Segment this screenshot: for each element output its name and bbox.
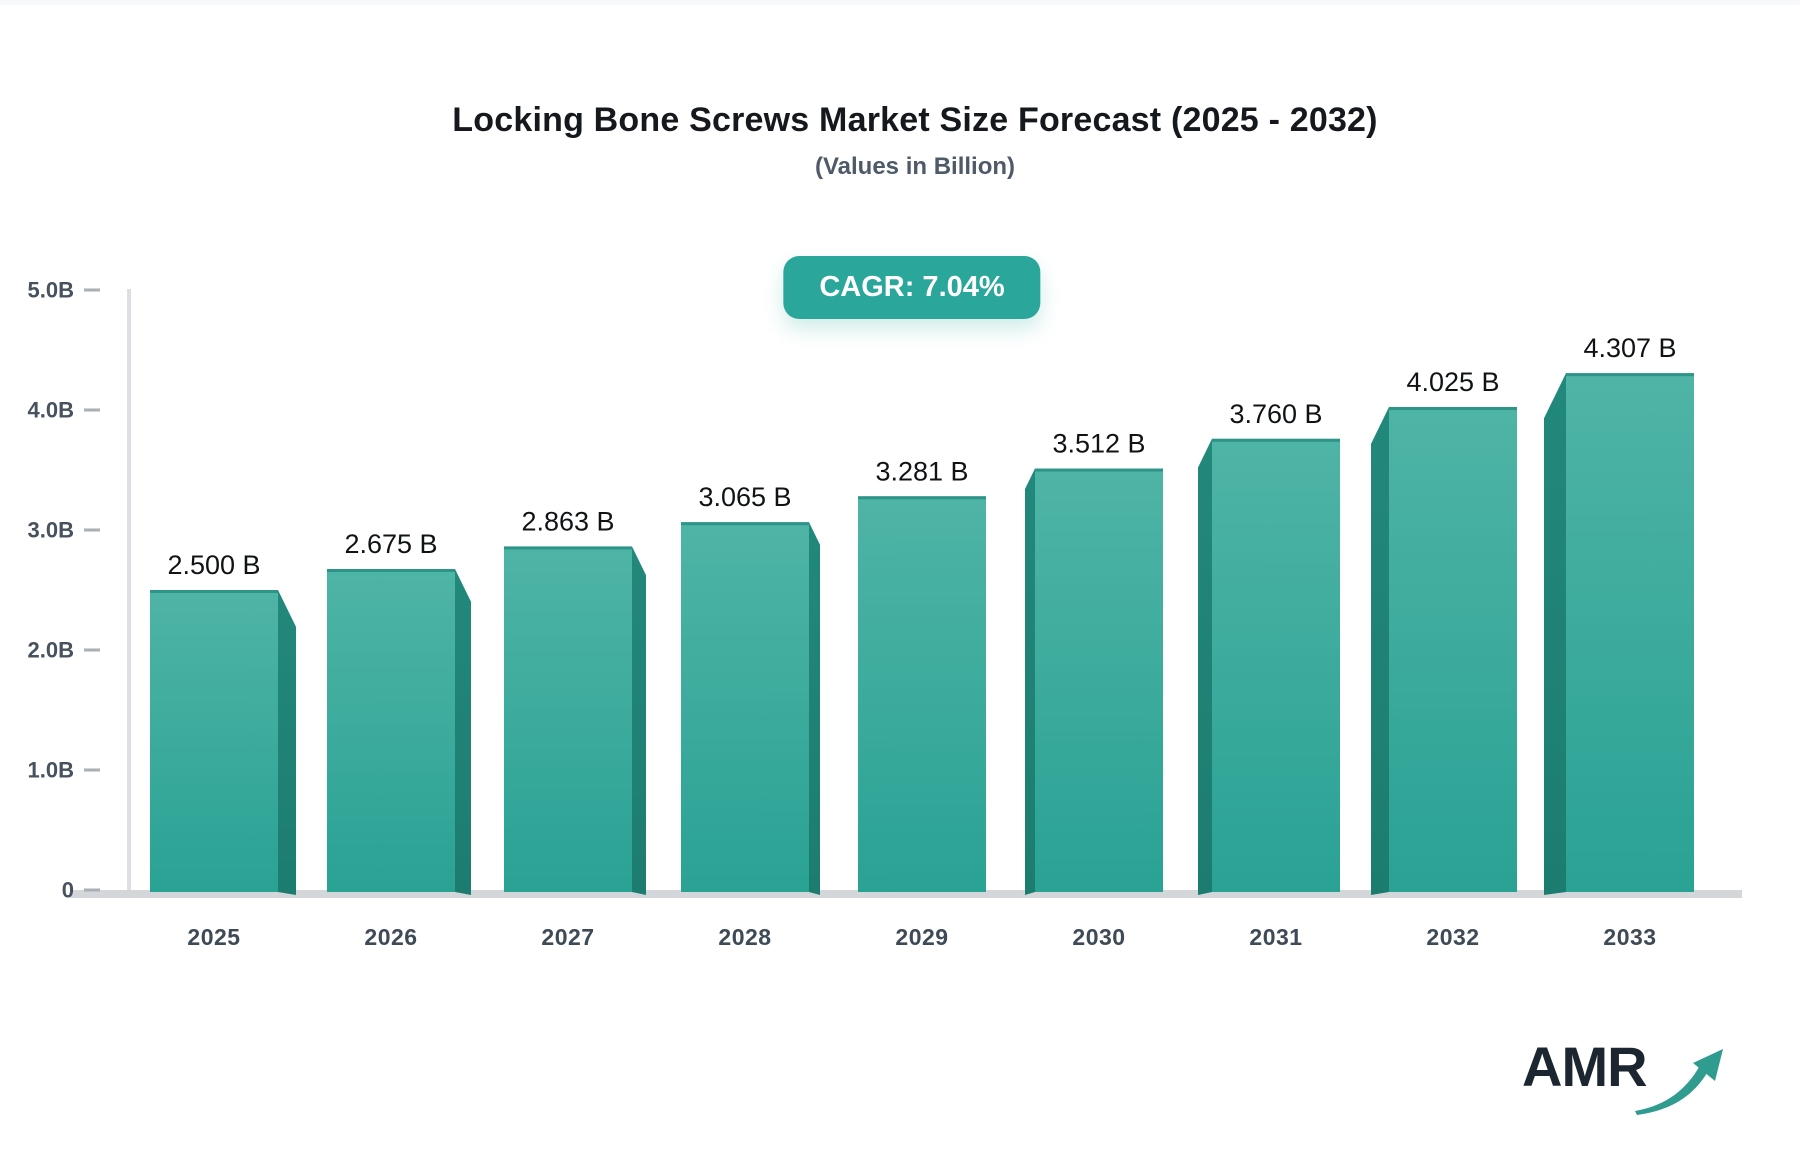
bar-2029-top-edge bbox=[858, 496, 986, 500]
bar-2033-face bbox=[1566, 373, 1694, 892]
bar-2031-value-label: 3.760 B bbox=[1229, 399, 1322, 429]
x-axis-baseline bbox=[70, 890, 1742, 898]
bar-2026-top-edge bbox=[327, 569, 455, 572]
y-tick-label-1.0B: 1.0B bbox=[28, 758, 74, 783]
bar-2033-side bbox=[1544, 373, 1566, 895]
y-tick-label-5.0B: 5.0B bbox=[28, 278, 74, 303]
amr-logo-arrow-icon bbox=[1634, 1049, 1723, 1115]
x-label-2026: 2026 bbox=[364, 924, 417, 950]
bar-2031-side bbox=[1198, 438, 1212, 895]
bar-chart-plot: 0 1.0B 2.0B 3.0B 4.0B 5.0B 2.500 B 2025 2.675 B 2… bbox=[28, 278, 1742, 950]
bar-2027-side bbox=[632, 546, 646, 895]
y-tick-label-4.0B: 4.0B bbox=[28, 398, 74, 423]
bar-2025-top-edge bbox=[150, 590, 278, 593]
bar-2030-face bbox=[1035, 468, 1163, 892]
bar-2029-value-label: 3.281 B bbox=[875, 456, 968, 486]
y-tick-label-3.0B: 3.0B bbox=[28, 518, 74, 543]
bar-2030-value-label: 3.512 B bbox=[1052, 429, 1145, 459]
amr-logo-text: AMR bbox=[1522, 1035, 1648, 1098]
bar-2029-face bbox=[858, 496, 986, 892]
bar-2026-side bbox=[455, 569, 471, 895]
y-tick-mark-3.0B bbox=[84, 528, 100, 532]
bar-2026-face bbox=[327, 569, 455, 892]
x-label-2032: 2032 bbox=[1426, 924, 1479, 950]
chart-subtitle: (Values in Billion) bbox=[814, 153, 1016, 180]
x-label-2027: 2027 bbox=[541, 924, 594, 950]
y-axis-line bbox=[127, 289, 131, 895]
x-label-2029: 2029 bbox=[895, 924, 948, 950]
y-tick-label-2.0B: 2.0B bbox=[28, 638, 74, 663]
bar-2032-value-label: 4.025 B bbox=[1406, 367, 1499, 397]
bar-2028-side bbox=[809, 522, 820, 895]
x-label-2030: 2030 bbox=[1072, 924, 1125, 950]
bar-2032-face bbox=[1389, 407, 1517, 892]
bar-2025-value-label: 2.500 B bbox=[167, 550, 260, 580]
x-label-2031: 2031 bbox=[1249, 924, 1302, 950]
bar-2030-top-edge bbox=[1035, 468, 1163, 472]
bar-2025-side bbox=[278, 590, 296, 895]
bar-2032-side bbox=[1371, 407, 1389, 895]
cagr-badge: CAGR: 7.04% bbox=[783, 256, 1041, 319]
bar-2027-face bbox=[504, 546, 632, 892]
bar-2033-top-edge bbox=[1566, 373, 1694, 377]
y-tick-mark-0 bbox=[84, 888, 100, 892]
bar-2033-value-label: 4.307 B bbox=[1583, 333, 1676, 363]
bar-2028-face bbox=[681, 522, 809, 892]
bar-2030-side bbox=[1025, 468, 1035, 895]
bar-2027-top-edge bbox=[504, 546, 632, 550]
bar-2031-face bbox=[1212, 438, 1340, 892]
x-label-2033: 2033 bbox=[1603, 924, 1656, 950]
x-label-2025: 2025 bbox=[187, 924, 240, 950]
chart-title: Locking Bone Screws Market Size Forecast… bbox=[452, 101, 1378, 139]
y-tick-mark-1.0B bbox=[84, 768, 100, 772]
bar-2028-value-label: 3.065 B bbox=[698, 482, 791, 512]
bar-2032-top-edge bbox=[1389, 407, 1517, 410]
bar-2025-face bbox=[150, 590, 278, 892]
amr-logo: AMR bbox=[1522, 1039, 1733, 1119]
y-tick-label-0: 0 bbox=[62, 878, 74, 903]
y-tick-mark-2.0B bbox=[84, 648, 100, 652]
y-tick-mark-5.0B bbox=[84, 288, 100, 292]
bar-2026-value-label: 2.675 B bbox=[344, 529, 437, 559]
bar-2028-top-edge bbox=[681, 522, 809, 526]
y-tick-mark-4.0B bbox=[84, 408, 100, 412]
bar-2031-top-edge bbox=[1212, 438, 1340, 442]
x-label-2028: 2028 bbox=[718, 924, 771, 950]
bar-2027-value-label: 2.863 B bbox=[521, 506, 614, 536]
